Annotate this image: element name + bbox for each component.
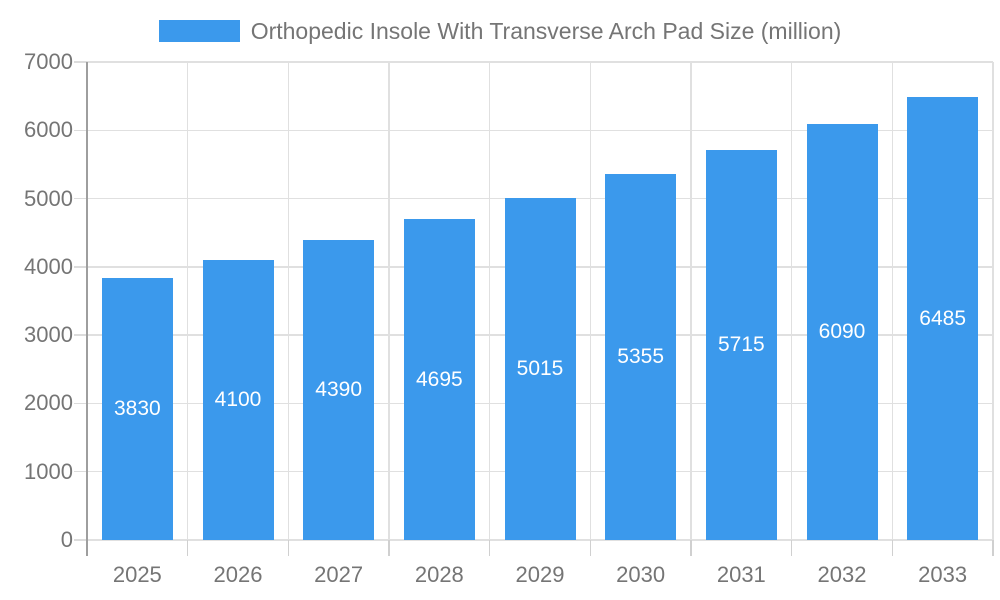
x-axis-label: 2029 — [515, 562, 565, 587]
y-axis-label: 1000 — [24, 458, 73, 484]
bar-value-label: 5715 — [717, 332, 765, 356]
x-axis-tick — [488, 540, 491, 556]
x-axis-label: 2030 — [616, 562, 666, 587]
x-gridline — [589, 62, 592, 540]
y-axis-tick — [74, 539, 87, 541]
y-axis-label: 6000 — [24, 117, 73, 143]
y-axis-label: 4000 — [24, 253, 73, 279]
legend[interactable]: Orthopedic Insole With Transverse Arch P… — [0, 0, 1000, 62]
y-axis-tick — [74, 129, 87, 132]
plot-area: 0 1000 2000 3000 4000 5000 6000 7000 3830 2025 410… — [24, 49, 994, 587]
x-axis-label: 2032 — [817, 562, 867, 587]
x-axis-tick — [690, 540, 692, 556]
bar-value-label: 4100 — [214, 388, 262, 411]
x-axis-label: 2027 — [314, 562, 364, 587]
bar-2029[interactable] — [504, 197, 576, 540]
bar-2025[interactable] — [101, 278, 173, 540]
x-axis-tick — [186, 540, 189, 556]
x-gridline — [488, 62, 491, 540]
x-axis-label: 2028 — [414, 562, 464, 587]
bar-2033[interactable] — [907, 97, 979, 540]
x-axis-label: 2025 — [112, 562, 162, 587]
bar-value-label: 6090 — [818, 320, 866, 344]
y-axis-label: 7000 — [24, 49, 73, 74]
bar-value-label: 5015 — [516, 356, 564, 380]
x-gridline — [287, 62, 290, 540]
bar-2030[interactable] — [605, 174, 677, 540]
y-axis-label: 0 — [60, 527, 73, 552]
y-gridline — [87, 539, 993, 541]
y-axis-tick — [74, 197, 87, 200]
y-axis-label: 5000 — [24, 185, 73, 211]
x-axis-tick — [891, 540, 894, 556]
x-gridline — [891, 62, 894, 540]
x-gridline — [186, 62, 189, 540]
x-axis-tick — [589, 540, 592, 556]
x-gridline — [992, 62, 994, 540]
legend-swatch-icon[interactable] — [158, 20, 240, 42]
x-axis-tick — [790, 540, 793, 556]
y-axis-line — [86, 62, 88, 556]
bar-2026[interactable] — [202, 260, 274, 540]
y-axis-tick — [74, 61, 87, 63]
x-gridline — [388, 62, 390, 540]
y-axis-tick — [74, 402, 87, 405]
x-axis-tick — [388, 540, 390, 556]
x-gridline — [790, 62, 793, 540]
bar-value-label: 6485 — [919, 306, 967, 330]
y-axis-tick — [74, 266, 87, 268]
y-axis-tick — [74, 334, 87, 336]
bar-value-label: 4390 — [315, 378, 363, 402]
bar-value-label: 3830 — [113, 397, 161, 421]
x-axis-tick — [992, 540, 994, 556]
x-axis-label: 2033 — [918, 562, 968, 587]
bar-2031[interactable] — [705, 149, 777, 540]
y-gridline — [87, 61, 993, 63]
bar-2027[interactable] — [303, 240, 375, 540]
bar-2032[interactable] — [806, 124, 878, 540]
x-gridline — [690, 62, 692, 540]
legend-label: Orthopedic Insole With Transverse Arch P… — [250, 17, 842, 44]
bar-2028[interactable] — [403, 219, 475, 540]
x-axis-tick — [287, 540, 290, 556]
y-axis-label: 3000 — [24, 322, 73, 348]
y-axis-tick — [74, 470, 87, 473]
y-axis-label: 2000 — [24, 390, 73, 416]
bar-value-label: 5355 — [617, 345, 665, 369]
y-gridline — [87, 129, 993, 132]
bar-value-label: 4695 — [415, 367, 463, 391]
x-axis-label: 2031 — [716, 562, 766, 587]
x-axis-label: 2026 — [213, 562, 263, 587]
